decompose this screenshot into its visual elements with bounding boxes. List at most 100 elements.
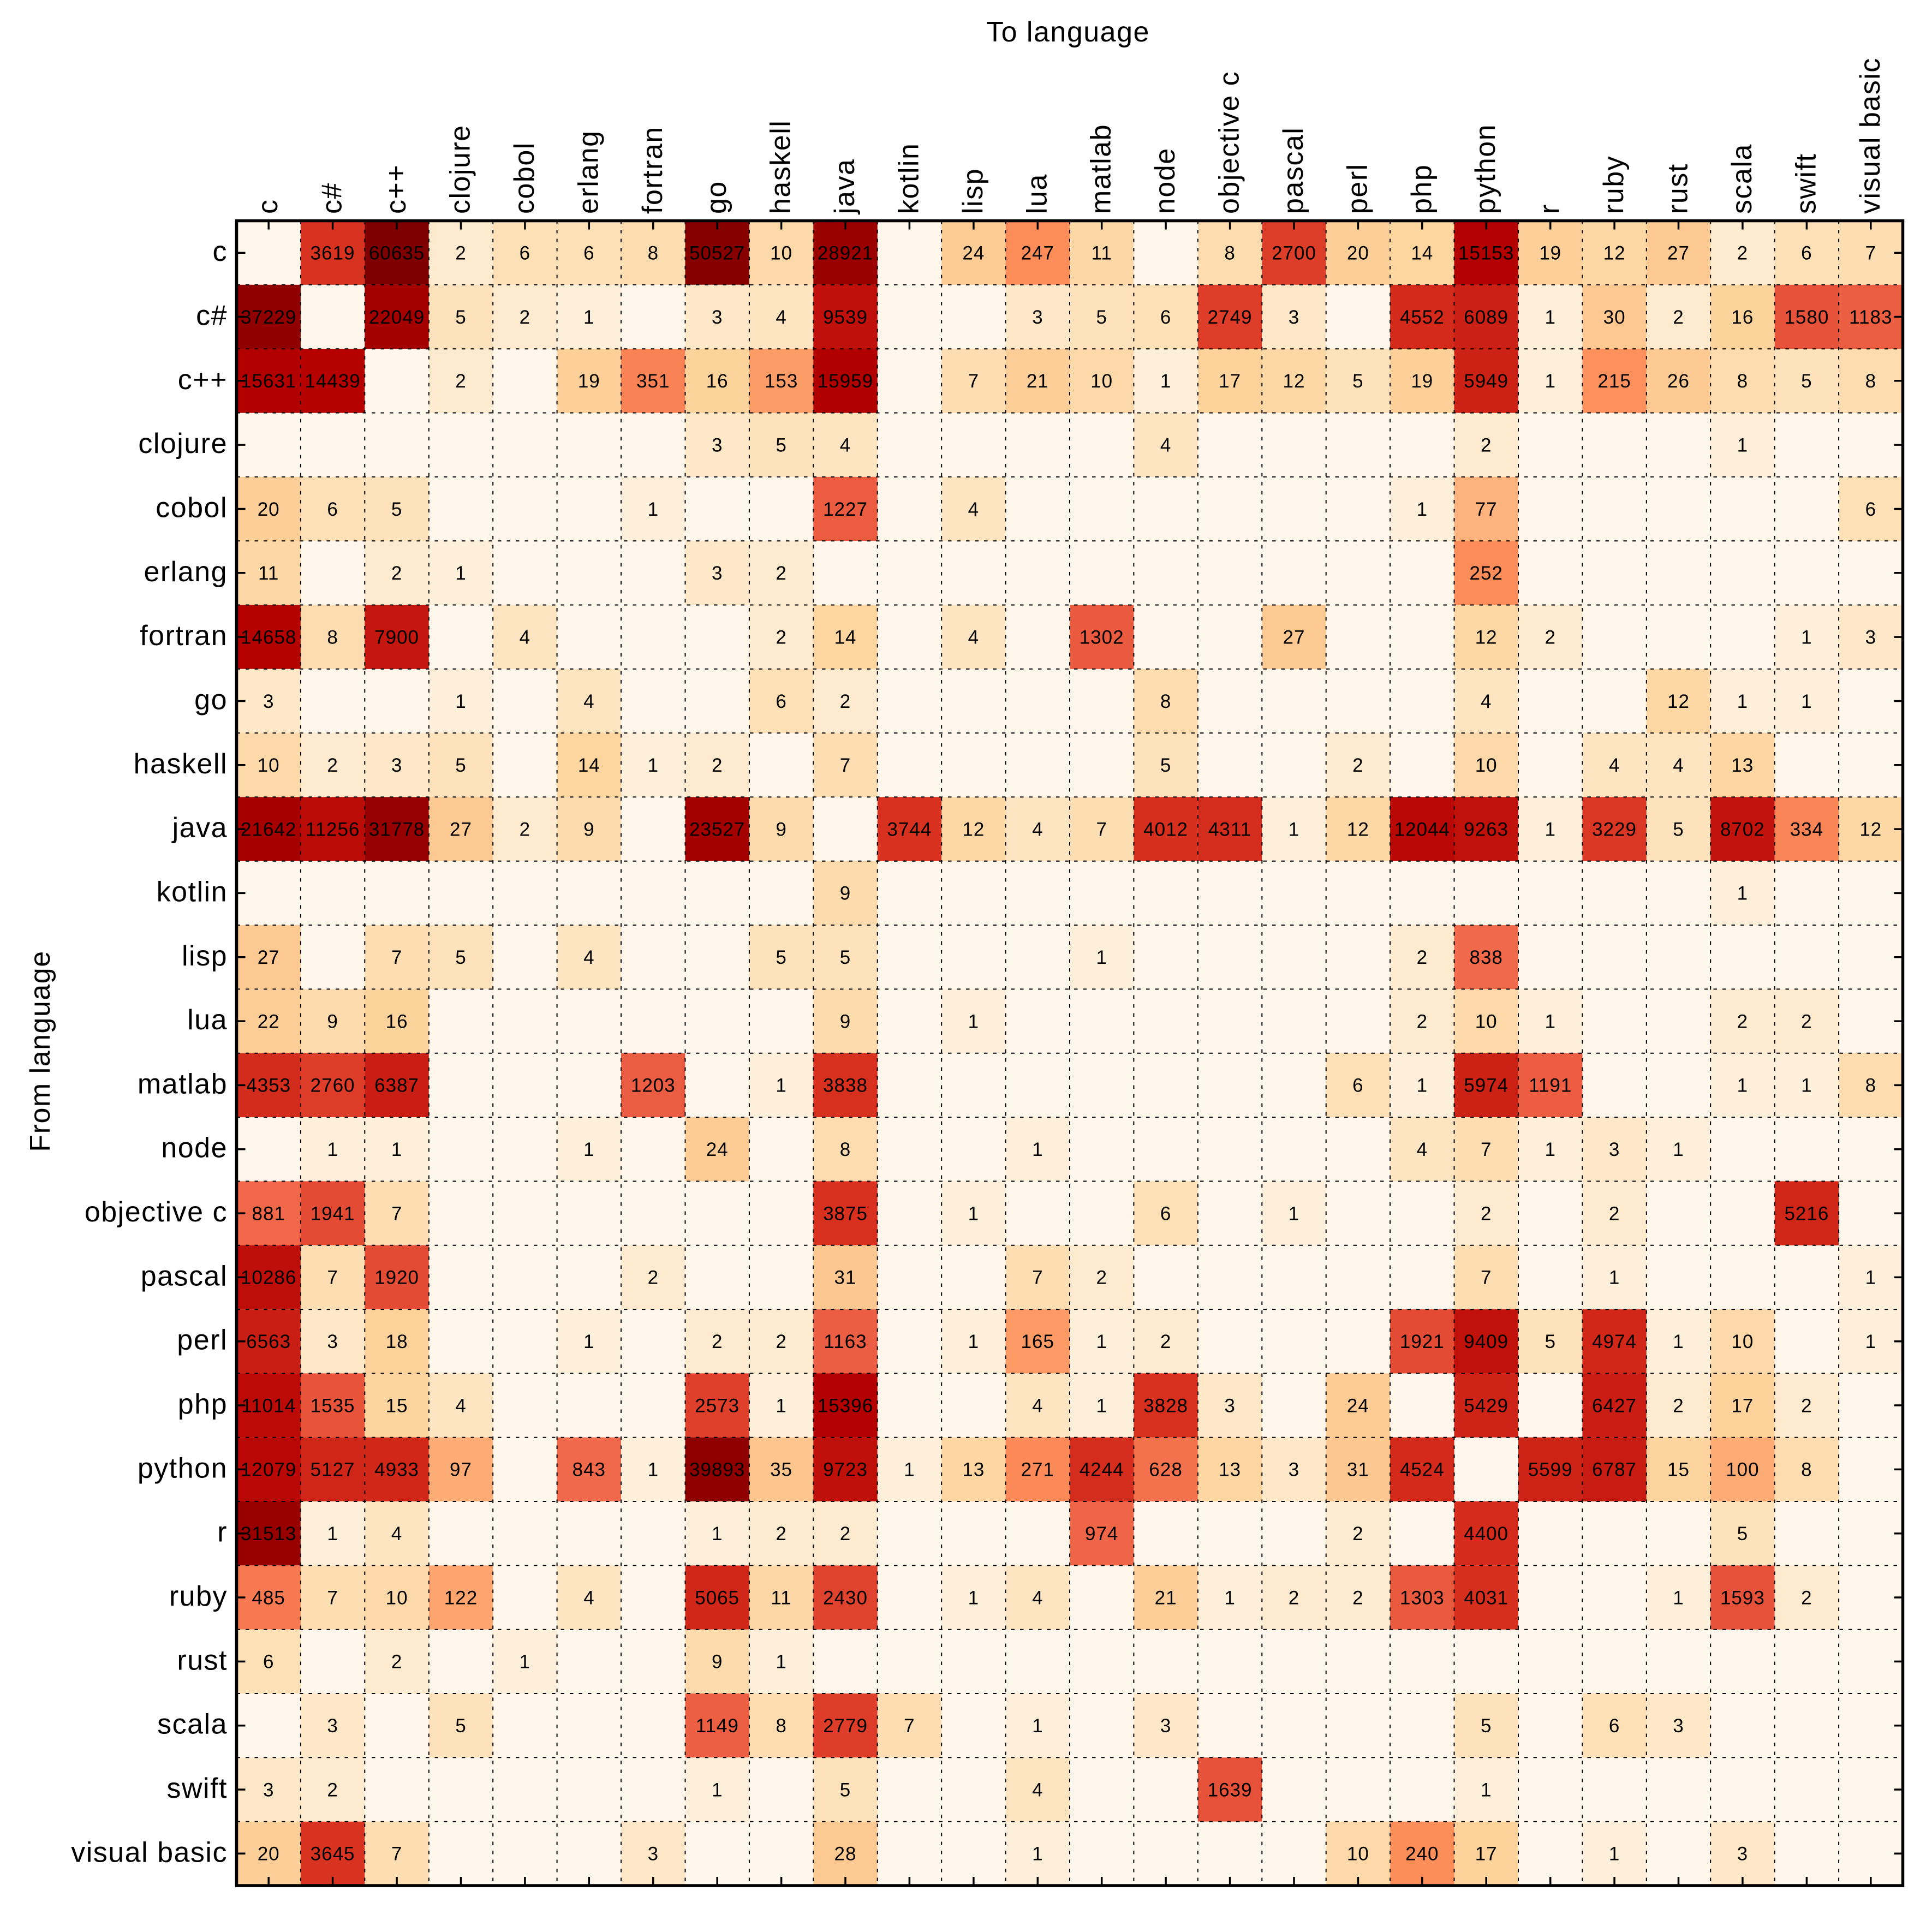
svg-text:4: 4 — [455, 1395, 466, 1416]
svg-text:objective c: objective c — [85, 1196, 228, 1228]
svg-text:28921: 28921 — [818, 243, 873, 264]
svg-text:matlab: matlab — [1086, 124, 1117, 214]
svg-text:5949: 5949 — [1464, 371, 1508, 392]
svg-text:1: 1 — [776, 1651, 786, 1673]
svg-text:perl: perl — [1341, 163, 1373, 214]
svg-text:24: 24 — [962, 243, 985, 264]
svg-text:20: 20 — [258, 1844, 280, 1865]
svg-text:15959: 15959 — [818, 371, 873, 392]
svg-text:13: 13 — [1219, 1459, 1241, 1481]
svg-text:2: 2 — [1289, 1587, 1299, 1608]
svg-text:8: 8 — [648, 243, 659, 264]
svg-text:objective c: objective c — [1214, 71, 1245, 214]
svg-text:lua: lua — [187, 1004, 228, 1036]
svg-text:5: 5 — [1481, 1715, 1492, 1737]
svg-text:1203: 1203 — [631, 1075, 676, 1096]
svg-text:php: php — [178, 1388, 228, 1420]
svg-text:8: 8 — [1224, 243, 1235, 264]
svg-text:2: 2 — [712, 755, 723, 776]
svg-text:4353: 4353 — [246, 1075, 291, 1096]
svg-text:6: 6 — [583, 243, 594, 264]
svg-text:12: 12 — [962, 819, 985, 840]
svg-text:12: 12 — [1667, 691, 1690, 712]
svg-text:4244: 4244 — [1080, 1459, 1124, 1481]
svg-text:ruby: ruby — [169, 1581, 228, 1612]
svg-text:1191: 1191 — [1529, 1075, 1572, 1096]
svg-text:5: 5 — [455, 755, 466, 776]
svg-text:To language: To language — [986, 16, 1150, 48]
svg-text:1: 1 — [1737, 1075, 1748, 1096]
svg-text:1639: 1639 — [1208, 1779, 1253, 1800]
svg-text:4524: 4524 — [1400, 1459, 1445, 1481]
svg-text:5: 5 — [1673, 819, 1684, 840]
svg-text:3: 3 — [712, 434, 723, 456]
svg-text:1: 1 — [776, 1075, 786, 1096]
svg-text:1: 1 — [1481, 1779, 1492, 1800]
svg-text:1: 1 — [327, 1523, 338, 1545]
svg-text:c: c — [213, 236, 228, 267]
svg-text:3619: 3619 — [311, 243, 355, 264]
svg-text:2: 2 — [391, 563, 402, 584]
svg-text:1: 1 — [1096, 1395, 1107, 1416]
svg-text:351: 351 — [636, 371, 670, 392]
svg-text:4: 4 — [391, 1523, 402, 1545]
svg-text:2: 2 — [712, 1331, 723, 1352]
svg-text:27: 27 — [1283, 627, 1305, 648]
svg-text:838: 838 — [1469, 947, 1502, 968]
svg-text:8: 8 — [776, 1715, 786, 1737]
svg-text:10: 10 — [386, 1587, 408, 1608]
svg-text:10: 10 — [1475, 755, 1498, 776]
svg-text:7: 7 — [968, 371, 979, 392]
svg-text:3: 3 — [1865, 627, 1876, 648]
svg-text:c#: c# — [317, 182, 348, 214]
svg-text:4: 4 — [968, 499, 979, 520]
svg-text:6089: 6089 — [1464, 307, 1508, 328]
svg-text:4: 4 — [1032, 1587, 1043, 1608]
svg-text:lua: lua — [1021, 174, 1053, 214]
svg-text:15396: 15396 — [818, 1395, 873, 1416]
svg-text:2: 2 — [648, 1267, 659, 1289]
svg-text:8: 8 — [1865, 371, 1876, 392]
svg-text:1593: 1593 — [1720, 1587, 1765, 1608]
svg-text:11: 11 — [1092, 243, 1112, 264]
svg-text:2: 2 — [1352, 1523, 1363, 1545]
svg-text:1: 1 — [1032, 1139, 1043, 1160]
svg-text:11014: 11014 — [241, 1395, 296, 1416]
svg-text:2749: 2749 — [1208, 307, 1253, 328]
svg-text:1: 1 — [1224, 1587, 1235, 1608]
svg-text:5: 5 — [391, 499, 402, 520]
svg-text:7: 7 — [1096, 819, 1107, 840]
svg-text:843: 843 — [573, 1459, 606, 1481]
svg-text:erlang: erlang — [573, 130, 604, 214]
svg-text:2: 2 — [1801, 1011, 1812, 1032]
svg-text:6: 6 — [327, 499, 338, 520]
svg-text:3: 3 — [1160, 1715, 1171, 1737]
svg-text:clojure: clojure — [138, 428, 228, 460]
svg-text:fortran: fortran — [140, 620, 228, 652]
svg-text:5: 5 — [1160, 755, 1171, 776]
svg-text:cobol: cobol — [156, 492, 228, 524]
svg-text:5: 5 — [1545, 1331, 1555, 1352]
svg-text:5: 5 — [1737, 1523, 1748, 1545]
svg-text:6387: 6387 — [374, 1075, 419, 1096]
svg-text:3: 3 — [712, 307, 723, 328]
svg-text:14: 14 — [578, 755, 600, 776]
svg-text:10: 10 — [1731, 1331, 1754, 1352]
svg-text:628: 628 — [1149, 1459, 1182, 1481]
svg-text:java: java — [829, 159, 861, 215]
svg-text:9539: 9539 — [823, 307, 868, 328]
svg-text:9: 9 — [776, 819, 786, 840]
svg-text:clojure: clojure — [445, 124, 476, 214]
svg-text:haskell: haskell — [765, 120, 797, 214]
svg-text:2: 2 — [1481, 434, 1492, 456]
svg-text:334: 334 — [1790, 819, 1823, 840]
svg-text:4400: 4400 — [1464, 1523, 1508, 1545]
svg-text:3: 3 — [1609, 1139, 1620, 1160]
svg-text:2: 2 — [1801, 1587, 1812, 1608]
svg-text:scala: scala — [157, 1709, 228, 1740]
svg-text:26: 26 — [1667, 371, 1690, 392]
svg-text:9: 9 — [583, 819, 594, 840]
svg-text:21642: 21642 — [241, 819, 296, 840]
svg-text:5216: 5216 — [1784, 1203, 1829, 1224]
svg-text:5599: 5599 — [1528, 1459, 1573, 1481]
